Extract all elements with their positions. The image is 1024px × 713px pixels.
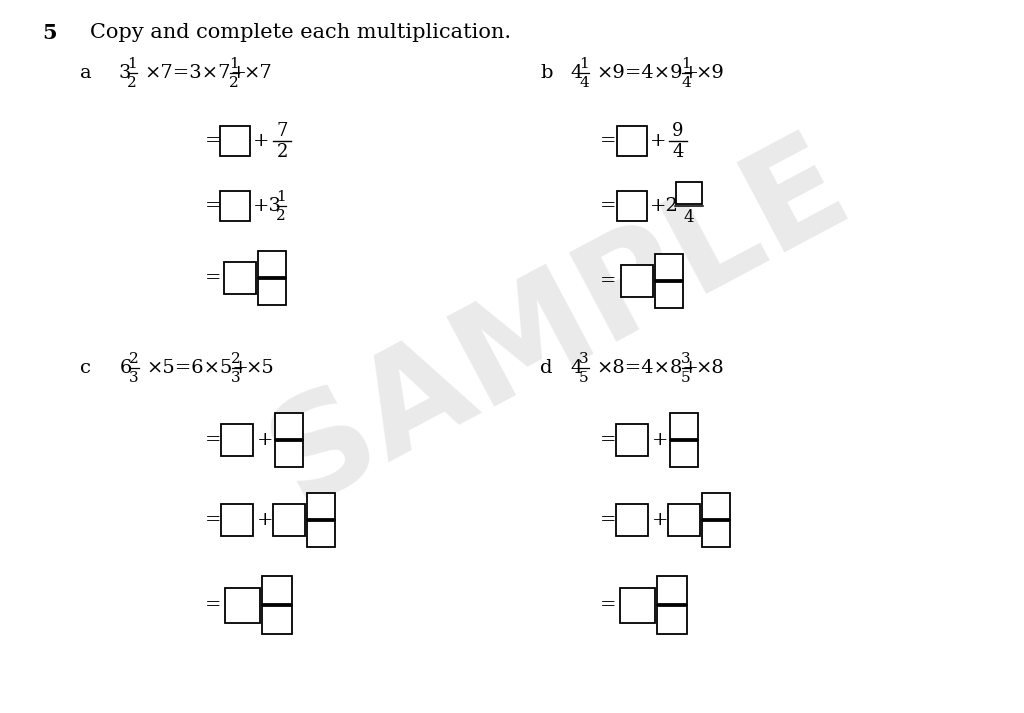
Text: =: = (205, 197, 221, 215)
Text: =: = (205, 596, 221, 614)
Text: =: = (600, 596, 616, 614)
Bar (617, 126, 647, 156)
Text: d: d (540, 359, 553, 377)
Text: 7: 7 (276, 122, 288, 140)
Text: b: b (540, 64, 553, 82)
Text: 2: 2 (229, 76, 239, 90)
Text: 3: 3 (681, 352, 691, 366)
Bar (702, 493, 730, 519)
Bar (668, 504, 700, 536)
Bar (307, 493, 335, 519)
Text: 4: 4 (570, 359, 583, 377)
Text: =: = (205, 511, 221, 529)
Bar (221, 424, 253, 456)
Text: c: c (80, 359, 91, 377)
Bar (258, 251, 286, 277)
Text: 3: 3 (118, 64, 130, 82)
Text: 2: 2 (127, 76, 137, 90)
Text: +2: +2 (650, 197, 679, 215)
Text: 1: 1 (580, 57, 589, 71)
Text: =: = (600, 272, 616, 290)
Bar (220, 126, 250, 156)
Text: ×5=6×5+: ×5=6×5+ (146, 359, 249, 377)
Bar (616, 504, 648, 536)
Bar (261, 576, 292, 604)
Text: 1: 1 (127, 57, 137, 71)
Bar (670, 441, 698, 467)
Text: =: = (600, 511, 616, 529)
Bar (617, 191, 647, 221)
Text: +3: +3 (253, 197, 282, 215)
Text: 4: 4 (570, 64, 583, 82)
Text: ×8=4×8+: ×8=4×8+ (596, 359, 698, 377)
Text: 4: 4 (681, 76, 691, 90)
Text: ×9=4×9+: ×9=4×9+ (596, 64, 699, 82)
Text: 1: 1 (681, 57, 691, 71)
Text: ×7=3×7+: ×7=3×7+ (144, 64, 247, 82)
Text: 5: 5 (580, 371, 589, 385)
Text: 2: 2 (231, 352, 241, 366)
Text: +: + (257, 431, 273, 449)
Bar (702, 521, 730, 547)
Text: ×7: ×7 (243, 64, 271, 82)
Text: =: = (600, 132, 616, 150)
Text: 5: 5 (42, 23, 56, 43)
Bar (221, 504, 253, 536)
Text: 1: 1 (229, 57, 239, 71)
Bar (224, 262, 256, 294)
Text: 3: 3 (231, 371, 241, 385)
Bar (655, 282, 683, 308)
Bar (275, 413, 303, 439)
Bar (656, 576, 686, 604)
Text: ×8: ×8 (695, 359, 724, 377)
Text: =: = (205, 269, 221, 287)
Text: 2: 2 (129, 352, 139, 366)
Text: 1: 1 (276, 190, 286, 204)
Text: 5: 5 (681, 371, 691, 385)
Bar (224, 588, 259, 622)
Bar (258, 279, 286, 305)
Text: 3: 3 (580, 352, 589, 366)
Bar (670, 413, 698, 439)
Bar (220, 191, 250, 221)
Text: 2: 2 (276, 143, 288, 161)
Bar (620, 588, 654, 622)
Bar (273, 504, 305, 536)
Bar (261, 606, 292, 634)
Text: 9: 9 (672, 122, 684, 140)
Text: a: a (80, 64, 91, 82)
Text: =: = (600, 197, 616, 215)
Bar (656, 606, 686, 634)
Text: 6: 6 (120, 359, 132, 377)
Bar (676, 182, 702, 204)
Text: =: = (205, 431, 221, 449)
Bar (621, 265, 653, 297)
Text: Copy and complete each multiplication.: Copy and complete each multiplication. (90, 23, 511, 42)
Text: SAMPLE: SAMPLE (250, 116, 870, 530)
Bar (275, 441, 303, 467)
Text: 3: 3 (129, 371, 139, 385)
Bar (655, 254, 683, 280)
Bar (616, 424, 648, 456)
Text: +: + (253, 132, 269, 150)
Text: +: + (652, 431, 669, 449)
Text: 4: 4 (673, 143, 684, 161)
Text: +: + (257, 511, 273, 529)
Text: ×5: ×5 (245, 359, 273, 377)
Text: 4: 4 (580, 76, 589, 90)
Text: =: = (205, 132, 221, 150)
Text: =: = (600, 431, 616, 449)
Bar (307, 521, 335, 547)
Text: 4: 4 (684, 210, 694, 227)
Text: 2: 2 (276, 209, 286, 223)
Text: ×9: ×9 (695, 64, 724, 82)
Text: +: + (650, 132, 667, 150)
Text: +: + (652, 511, 669, 529)
